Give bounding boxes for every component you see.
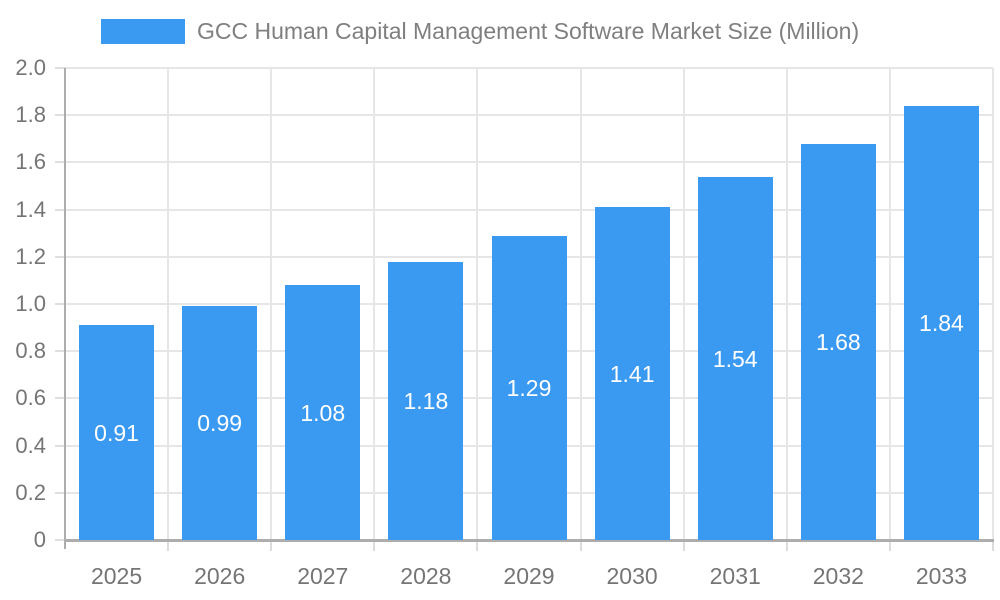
gridline-vertical bbox=[992, 68, 994, 540]
bar-value-label: 1.18 bbox=[403, 388, 449, 414]
x-axis-line bbox=[65, 539, 994, 542]
x-axis-label: 2033 bbox=[915, 563, 968, 589]
y-axis-label: 1.2 bbox=[15, 243, 46, 269]
bar-2028 bbox=[388, 262, 464, 540]
x-axis-tick bbox=[167, 540, 170, 551]
bar-value-label: 1.84 bbox=[919, 310, 964, 336]
bar-value-label: 0.91 bbox=[94, 419, 139, 446]
gridline-horizontal bbox=[65, 114, 993, 117]
bar-2027 bbox=[285, 285, 361, 540]
bar-2026 bbox=[182, 306, 258, 540]
bar-value-label: 1.68 bbox=[815, 329, 861, 355]
gridline-horizontal bbox=[65, 208, 993, 211]
y-axis-tick bbox=[55, 491, 65, 494]
x-axis-label: 2031 bbox=[709, 563, 761, 589]
gridline-vertical bbox=[270, 68, 273, 540]
y-axis-label: 0.2 bbox=[15, 479, 46, 505]
y-axis-label: 1.6 bbox=[15, 149, 46, 175]
y-axis-label: 2.0 bbox=[15, 55, 46, 80]
bar-2031 bbox=[697, 177, 773, 540]
legend[interactable]: GCC Human Capital Management Software Ma… bbox=[101, 18, 859, 45]
y-axis-tick bbox=[55, 255, 65, 258]
gridline-vertical bbox=[888, 68, 891, 540]
y-axis-label: 1.4 bbox=[15, 196, 46, 222]
gridline-horizontal bbox=[65, 161, 993, 164]
legend-swatch-icon bbox=[101, 19, 185, 44]
x-axis-label: 2029 bbox=[503, 563, 555, 589]
y-axis-tick bbox=[55, 303, 65, 305]
x-axis-tick bbox=[476, 540, 479, 551]
x-axis-label: 2025 bbox=[90, 563, 143, 589]
x-axis-tick bbox=[888, 540, 891, 551]
bar-value-label: 0.99 bbox=[197, 410, 243, 436]
y-axis-label: 0.8 bbox=[15, 338, 46, 364]
legend-label: GCC Human Capital Management Software Ma… bbox=[197, 18, 860, 44]
bar-2030 bbox=[594, 207, 670, 540]
gridline-vertical bbox=[476, 68, 479, 540]
x-axis-label: 2028 bbox=[400, 563, 452, 589]
bar-value-label: 1.29 bbox=[506, 375, 552, 401]
bar-2025 bbox=[79, 325, 155, 540]
x-axis-tick bbox=[992, 540, 994, 551]
y-axis-label: 1.8 bbox=[15, 102, 46, 128]
x-axis-label: 2027 bbox=[297, 563, 349, 589]
bar-value-label: 1.41 bbox=[609, 360, 655, 387]
gridline-vertical bbox=[682, 68, 685, 540]
gridline-horizontal bbox=[65, 67, 993, 69]
y-axis-line bbox=[64, 68, 66, 549]
bar-value-label: 1.54 bbox=[712, 345, 758, 372]
gridline-vertical bbox=[579, 68, 582, 540]
x-axis-tick bbox=[785, 540, 788, 551]
bar-value-label: 1.08 bbox=[300, 399, 346, 426]
bar-2033 bbox=[903, 106, 979, 540]
y-axis-tick bbox=[55, 161, 65, 164]
gridline-vertical bbox=[167, 68, 170, 540]
x-axis-label: 2030 bbox=[606, 563, 658, 589]
y-axis-tick bbox=[55, 67, 65, 69]
x-axis-tick bbox=[270, 540, 273, 551]
y-axis-tick bbox=[55, 350, 65, 353]
y-axis-tick bbox=[55, 397, 65, 400]
x-axis-label: 2032 bbox=[812, 563, 864, 589]
x-axis-tick bbox=[579, 540, 582, 551]
bar-2029 bbox=[491, 236, 567, 540]
y-axis-tick bbox=[55, 208, 65, 211]
y-axis-label: 0.4 bbox=[15, 432, 46, 458]
x-axis-tick bbox=[682, 540, 685, 551]
gridline-vertical bbox=[785, 68, 788, 540]
y-axis-label: 1.0 bbox=[15, 291, 46, 316]
y-axis-tick bbox=[55, 539, 65, 541]
y-axis-tick bbox=[55, 444, 65, 447]
y-axis-label: 0.6 bbox=[15, 385, 46, 411]
y-axis-tick bbox=[55, 114, 65, 117]
x-axis-label: 2026 bbox=[194, 563, 246, 589]
bar-2032 bbox=[800, 144, 876, 540]
y-axis-label: 0 bbox=[33, 527, 46, 552]
gridline-vertical bbox=[373, 68, 376, 540]
x-axis-tick bbox=[373, 540, 376, 551]
